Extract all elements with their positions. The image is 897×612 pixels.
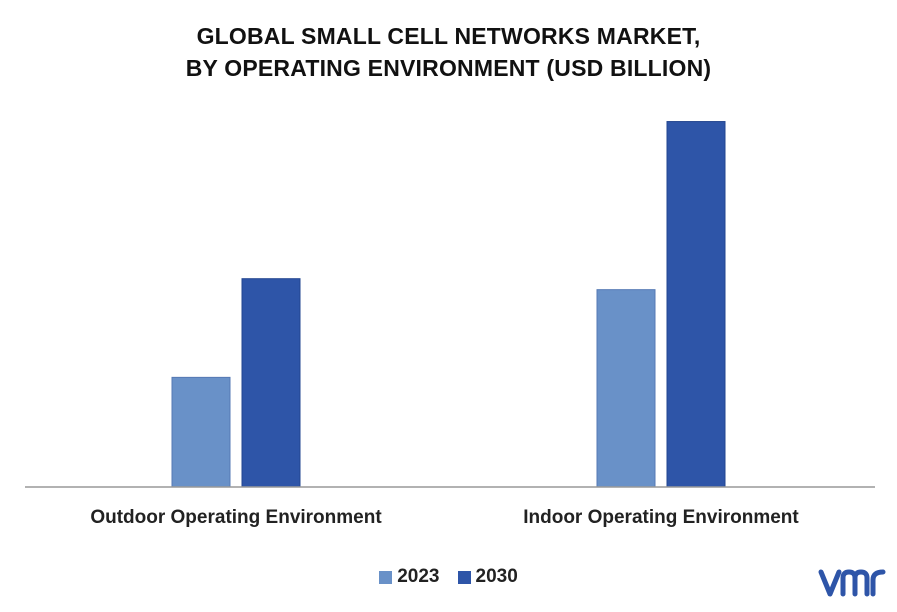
legend-label-2030: 2030 (475, 566, 518, 587)
chart-title-line-1: GLOBAL SMALL CELL NETWORKS MARKET, (196, 23, 701, 49)
category-label-indoor: Indoor Operating Environment (523, 507, 799, 528)
bar-2030-indoor (666, 121, 726, 488)
category-labels: Outdoor Operating Environment Indoor Oper… (90, 507, 799, 528)
chart-title: GLOBAL SMALL CELL NETWORKS MARKET, BY OP… (0, 20, 897, 84)
chart-title-line-2: BY OPERATING ENVIRONMENT (USD BILLION) (185, 55, 712, 81)
vmr-logo-icon (818, 569, 886, 597)
legend: 2023 2030 (0, 566, 897, 588)
bars-group (171, 121, 726, 488)
bar-2030-outdoor (241, 278, 301, 488)
category-label-outdoor: Outdoor Operating Environment (90, 507, 382, 528)
legend-swatch-2023 (379, 570, 393, 584)
legend-label-2023: 2023 (397, 566, 440, 587)
legend-item-2023: 2023 (379, 566, 440, 588)
bar-2023-outdoor (171, 376, 231, 488)
legend-swatch-2030 (457, 570, 471, 584)
legend-item-2030: 2030 (457, 566, 518, 588)
bar-2023-indoor (596, 289, 656, 488)
